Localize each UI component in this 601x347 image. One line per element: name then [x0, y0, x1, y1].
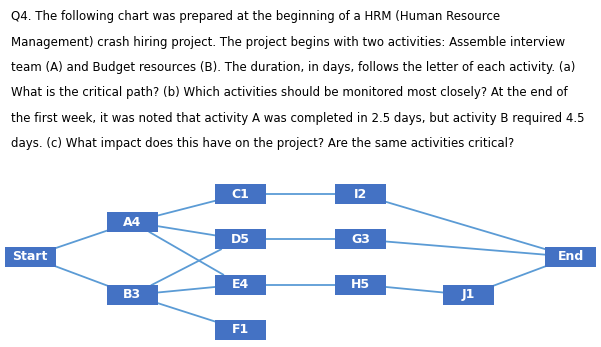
Text: G3: G3	[351, 233, 370, 246]
FancyBboxPatch shape	[107, 285, 157, 305]
Text: J1: J1	[462, 288, 475, 302]
Text: What is the critical path? (b) Which activities should be monitored most closely: What is the critical path? (b) Which act…	[11, 86, 567, 99]
FancyBboxPatch shape	[444, 285, 494, 305]
Text: C1: C1	[231, 188, 249, 201]
Text: I2: I2	[354, 188, 367, 201]
Text: End: End	[558, 250, 584, 263]
FancyBboxPatch shape	[335, 184, 386, 204]
FancyBboxPatch shape	[215, 320, 266, 340]
Text: the first week, it was noted that activity A was completed in 2.5 days, but acti: the first week, it was noted that activi…	[11, 112, 584, 125]
FancyBboxPatch shape	[546, 247, 596, 267]
Text: A4: A4	[123, 215, 141, 229]
Text: Q4. The following chart was prepared at the beginning of a HRM (Human Resource: Q4. The following chart was prepared at …	[11, 10, 500, 23]
FancyBboxPatch shape	[107, 212, 157, 232]
Text: B3: B3	[123, 288, 141, 302]
Text: E4: E4	[232, 278, 249, 291]
FancyBboxPatch shape	[335, 229, 386, 249]
Text: H5: H5	[351, 278, 370, 291]
Text: F1: F1	[232, 323, 249, 336]
Text: Start: Start	[13, 250, 47, 263]
FancyBboxPatch shape	[215, 229, 266, 249]
FancyBboxPatch shape	[335, 274, 386, 295]
FancyBboxPatch shape	[215, 184, 266, 204]
FancyBboxPatch shape	[4, 247, 55, 267]
Text: Management) crash hiring project. The project begins with two activities: Assemb: Management) crash hiring project. The pr…	[11, 36, 565, 49]
Text: D5: D5	[231, 233, 250, 246]
Text: days. (c) What impact does this have on the project? Are the same activities cri: days. (c) What impact does this have on …	[11, 137, 514, 150]
Text: team (A) and Budget resources (B). The duration, in days, follows the letter of : team (A) and Budget resources (B). The d…	[11, 61, 575, 74]
FancyBboxPatch shape	[215, 274, 266, 295]
